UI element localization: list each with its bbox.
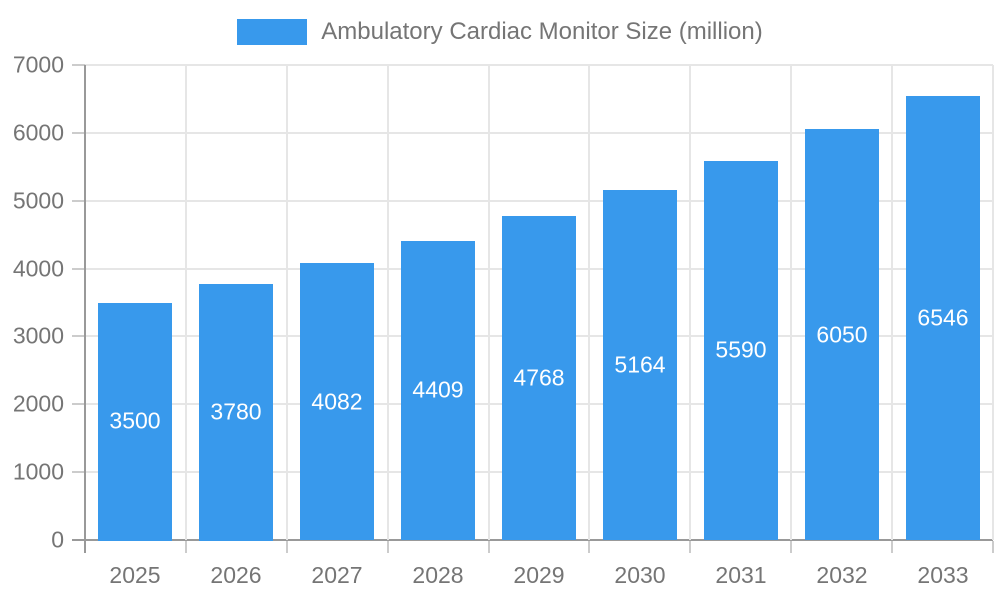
x-axis-tick [488,541,490,553]
x-gridline [689,65,691,540]
bar-value-label: 3500 [109,407,161,434]
x-gridline [588,65,590,540]
x-axis-tick [790,541,792,553]
legend-label: Ambulatory Cardiac Monitor Size (million… [321,18,763,45]
bar-2027[interactable] [300,263,374,540]
bar-2028[interactable] [401,241,475,540]
y-axis-tick-label: 3000 [12,322,64,349]
bar-2025[interactable] [98,303,172,541]
x-gridline [488,65,490,540]
x-axis-tick [387,541,389,553]
bar-value-label: 5590 [715,336,767,363]
x-axis-tick [891,541,893,553]
y-axis-tick-label: 6000 [12,119,64,146]
bar-2031[interactable] [704,161,778,540]
x-axis-tick [84,541,86,553]
x-axis-tick [992,541,994,553]
x-axis-line [85,539,993,541]
bar-2032[interactable] [805,129,879,540]
y-axis-tick [72,268,85,270]
x-axis-category-label: 2026 [210,562,262,588]
x-axis-category-label: 2031 [715,562,767,588]
x-axis-category-label: 2027 [311,562,363,588]
y-axis-tick [72,335,85,337]
x-gridline [286,65,288,540]
y-axis-tick [72,539,85,541]
x-gridline [790,65,792,540]
x-axis-tick [185,541,187,553]
y-axis-tick [72,471,85,473]
y-axis-tick [72,403,85,405]
y-axis-tick-label: 5000 [12,187,64,214]
y-axis-tick [72,64,85,66]
y-axis-tick-label: 4000 [12,255,64,282]
y-gridline [85,64,993,66]
bar-2033[interactable] [906,96,980,540]
x-axis-category-label: 2033 [917,562,969,588]
y-axis-tick [72,200,85,202]
bar-2029[interactable] [502,216,576,540]
x-gridline [992,65,994,540]
y-axis-tick-label: 0 [51,526,64,553]
y-axis-tick-label: 7000 [12,51,64,78]
bar-value-label: 5164 [614,351,666,378]
x-axis-tick [286,541,288,553]
y-gridline [85,200,993,202]
bar-value-label: 4409 [412,376,464,403]
bar-value-label: 6050 [816,321,868,348]
bar-value-label: 3780 [210,398,262,425]
y-axis-tick-label: 2000 [12,390,64,417]
legend[interactable]: Ambulatory Cardiac Monitor Size (million… [0,18,1000,46]
bar-value-label: 4768 [513,364,565,391]
y-axis-tick-label: 1000 [12,458,64,485]
y-axis-tick [72,132,85,134]
y-gridline [85,132,993,134]
y-axis-line [84,65,86,540]
x-axis-category-label: 2030 [614,562,666,588]
legend-swatch-icon [237,19,308,45]
x-gridline [185,65,187,540]
x-gridline [387,65,389,540]
x-axis-category-label: 2025 [109,562,161,588]
x-gridline [891,65,893,540]
x-axis-tick [588,541,590,553]
bar-value-label: 6546 [917,304,969,331]
x-axis-category-label: 2029 [513,562,565,588]
x-axis-tick [689,541,691,553]
x-axis-category-label: 2028 [412,562,464,588]
bar-2026[interactable] [199,284,273,541]
bar-value-label: 4082 [311,388,363,415]
bar-2030[interactable] [603,190,677,540]
x-axis-category-label: 2032 [816,562,868,588]
